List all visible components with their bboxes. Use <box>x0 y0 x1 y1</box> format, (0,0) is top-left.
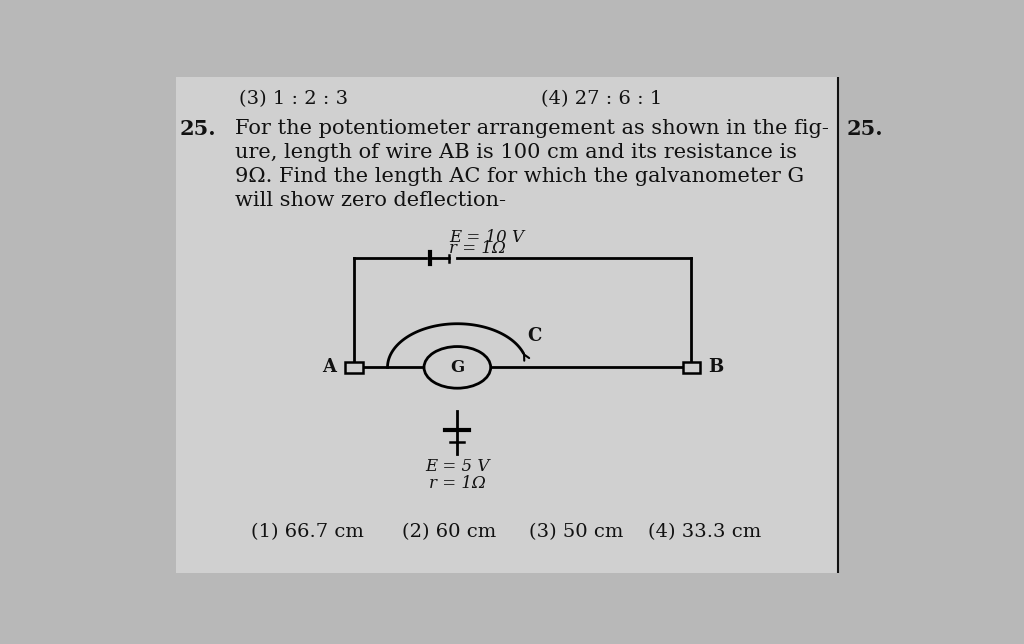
Bar <box>683 362 700 373</box>
Bar <box>176 77 839 573</box>
Text: B: B <box>709 358 723 376</box>
Text: E = 10 V: E = 10 V <box>450 229 524 246</box>
Text: G: G <box>451 359 465 376</box>
Text: (3) 1 : 2 : 3: (3) 1 : 2 : 3 <box>240 90 348 108</box>
Text: r = 1Ω: r = 1Ω <box>429 475 485 493</box>
Text: (2) 60 cm: (2) 60 cm <box>401 523 496 541</box>
Text: 9Ω. Find the length AC for which the galvanometer G: 9Ω. Find the length AC for which the gal… <box>236 167 804 186</box>
Text: 25.: 25. <box>846 119 883 140</box>
Text: C: C <box>527 327 542 345</box>
Text: (3) 50 cm: (3) 50 cm <box>528 523 624 541</box>
Text: ure, length of wire AB is 100 cm and its resistance is: ure, length of wire AB is 100 cm and its… <box>236 143 797 162</box>
Text: (4) 33.3 cm: (4) 33.3 cm <box>648 523 761 541</box>
Text: A: A <box>322 358 336 376</box>
Bar <box>345 362 362 373</box>
Text: (4) 27 : 6 : 1: (4) 27 : 6 : 1 <box>541 90 662 108</box>
Circle shape <box>424 346 490 388</box>
Text: will show zero deflection-: will show zero deflection- <box>236 191 506 210</box>
Text: E = 5 V: E = 5 V <box>425 458 489 475</box>
Text: r = 1Ω: r = 1Ω <box>450 240 506 258</box>
Text: For the potentiometer arrangement as shown in the fig-: For the potentiometer arrangement as sho… <box>236 119 829 138</box>
Text: (1) 66.7 cm: (1) 66.7 cm <box>251 523 364 541</box>
Text: 25.: 25. <box>179 119 216 140</box>
